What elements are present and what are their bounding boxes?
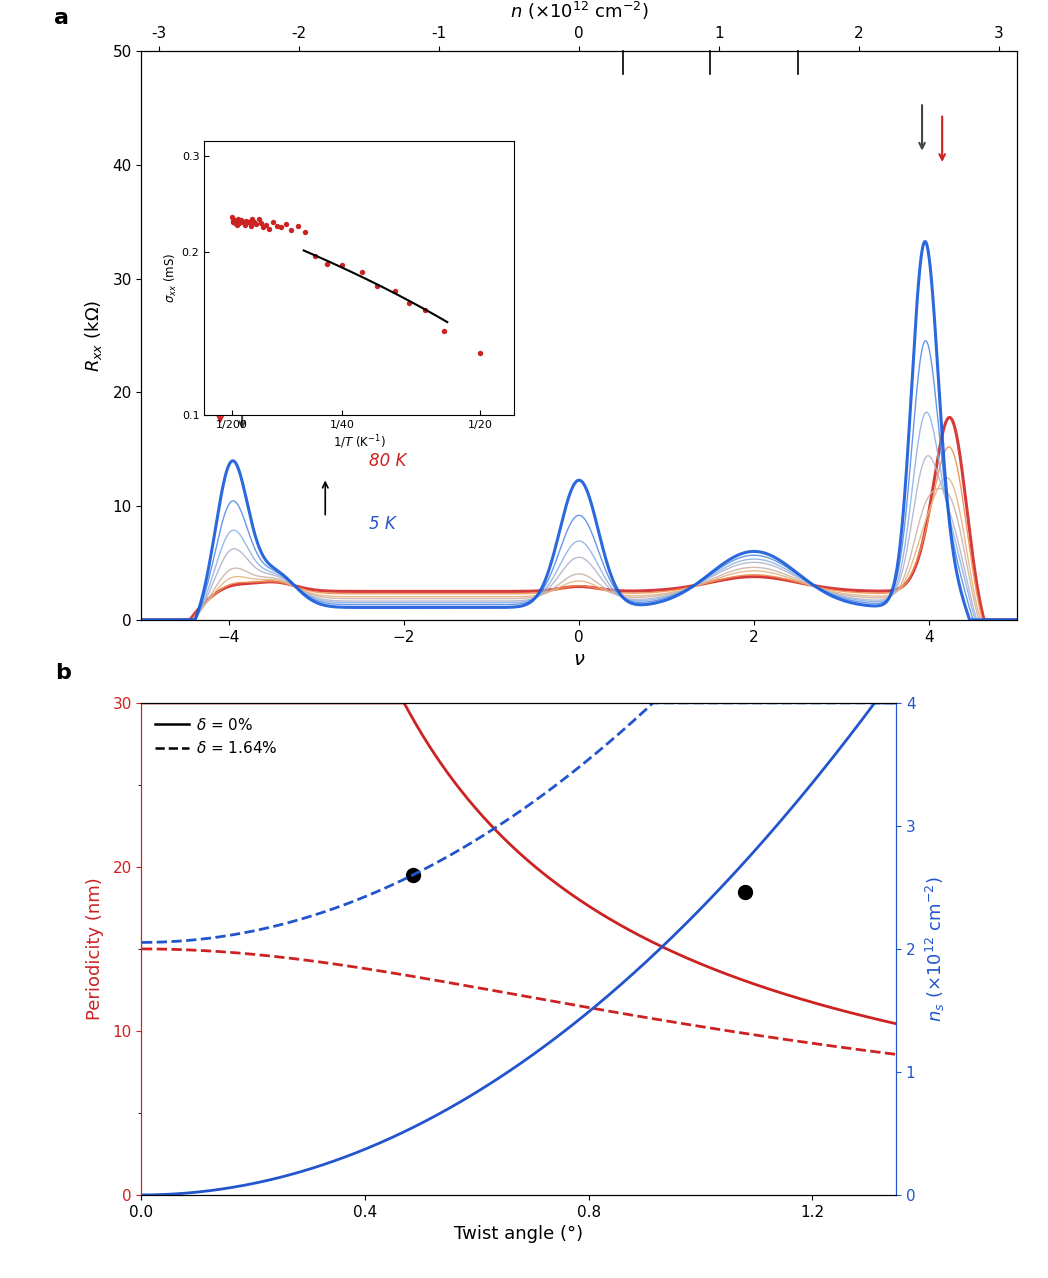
Point (405, 865, 421, 886)
Point (241, 211, 258, 231)
Point (244, 208, 261, 229)
Text: 5 K: 5 K (369, 515, 396, 533)
Point (737, 882, 754, 902)
Point (224, 211, 241, 231)
Point (264, 212, 281, 233)
Point (268, 216, 285, 236)
X-axis label: $n$ ($\times$10$^{12}$ cm$^{-2}$): $n$ ($\times$10$^{12}$ cm$^{-2}$) (509, 0, 649, 22)
Point (297, 222, 313, 243)
Y-axis label: $\sigma_{xx}$ (mS): $\sigma_{xx}$ (mS) (162, 253, 179, 303)
Point (225, 211, 242, 231)
Point (226, 212, 243, 233)
Text: 80 K: 80 K (369, 452, 407, 470)
Point (228, 215, 245, 235)
Text: a: a (54, 9, 69, 28)
Point (255, 216, 271, 236)
Point (319, 254, 335, 275)
Y-axis label: $R_{xx}$ (k$\Omega$): $R_{xx}$ (k$\Omega$) (83, 299, 104, 372)
Point (225, 210, 242, 230)
X-axis label: $1/T$ (K$^{-1}$): $1/T$ (K$^{-1}$) (332, 433, 386, 451)
Legend: $\delta$ = 0%, $\delta$ = 1.64%: $\delta$ = 0%, $\delta$ = 1.64% (149, 711, 284, 763)
Point (232, 212, 248, 233)
Y-axis label: $n_s$ ($\times$10$^{12}$ cm$^{-2}$): $n_s$ ($\times$10$^{12}$ cm$^{-2}$) (924, 875, 947, 1022)
Point (236, 212, 253, 233)
Point (238, 211, 255, 231)
Point (258, 215, 275, 235)
Text: b: b (54, 663, 70, 684)
X-axis label: $\nu$: $\nu$ (573, 651, 585, 670)
Point (272, 217, 289, 238)
Point (400, 293, 417, 313)
Point (242, 216, 259, 236)
Point (306, 245, 323, 266)
Y-axis label: Periodicity (nm): Periodicity (nm) (86, 878, 104, 1020)
Point (250, 208, 267, 229)
Point (387, 281, 403, 302)
Point (417, 300, 434, 321)
Point (253, 213, 269, 234)
Point (234, 212, 250, 233)
Point (354, 262, 371, 282)
Point (223, 207, 240, 227)
Point (227, 211, 244, 231)
Point (230, 208, 246, 229)
Point (278, 213, 294, 234)
X-axis label: Twist angle (°): Twist angle (°) (454, 1226, 584, 1243)
Point (436, 321, 453, 341)
Point (248, 213, 265, 234)
Point (334, 256, 351, 276)
Point (231, 212, 247, 233)
Point (289, 216, 306, 236)
Point (233, 211, 249, 231)
Point (231, 210, 247, 230)
Point (261, 219, 278, 239)
Point (369, 276, 386, 296)
Point (246, 212, 263, 233)
Point (226, 211, 243, 231)
Point (239, 212, 256, 233)
Point (237, 215, 254, 235)
Point (283, 220, 300, 240)
Point (472, 344, 488, 364)
